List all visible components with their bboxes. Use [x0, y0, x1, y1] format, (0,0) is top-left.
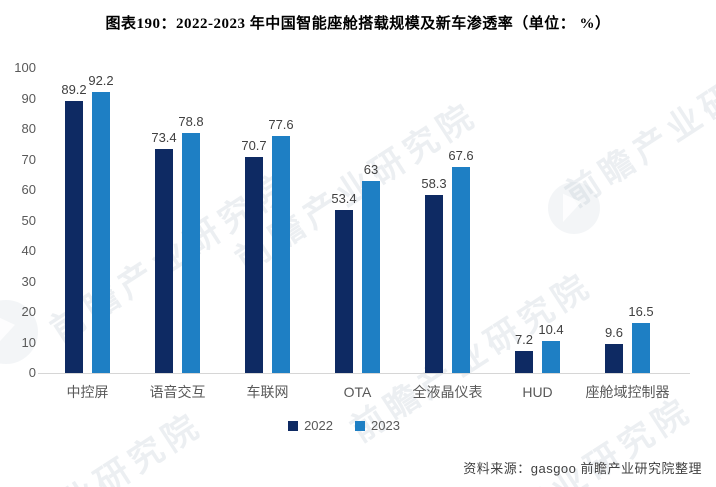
bar-2022 — [605, 343, 623, 373]
y-axis-tick-label: 30 — [21, 273, 36, 289]
y-axis-tick-label: 80 — [21, 121, 36, 136]
value-label-2022: 9.6 — [604, 324, 624, 340]
y-axis-tick-label: 90 — [21, 90, 36, 106]
bar-2023 — [92, 91, 110, 373]
bar-2022 — [65, 100, 83, 373]
value-label-2022: 58.3 — [421, 176, 447, 192]
value-label-2022: 89.2 — [61, 81, 87, 97]
value-label-2023: 77.6 — [268, 117, 294, 133]
y-axis-tick-label: 0 — [28, 365, 36, 380]
value-label-2022: 7.2 — [514, 332, 534, 348]
value-label-2023: 67.6 — [448, 147, 474, 163]
source-attribution: 资料来源：gasgoo 前瞻产业研究院整理 — [463, 461, 702, 476]
category-label: 语音交互 — [149, 384, 206, 400]
value-label-2023: 78.8 — [178, 113, 204, 129]
bar-2023 — [182, 132, 200, 373]
value-label-2022: 73.4 — [151, 130, 177, 146]
legend-item-2022: 2022 — [288, 418, 333, 433]
value-label-2022: 70.7 — [241, 138, 267, 154]
bar-2022 — [515, 351, 533, 373]
value-label-2023: 92.2 — [88, 72, 114, 88]
category-label: HUD — [522, 384, 553, 400]
bar-2023 — [272, 136, 290, 373]
legend-item-2023: 2023 — [355, 418, 400, 433]
value-label-2022: 53.4 — [331, 191, 357, 207]
watermark-text: 前瞻产业研究院 — [0, 398, 211, 487]
category-label: 全液晶仪表 — [412, 384, 483, 400]
y-axis-tick-label: 20 — [21, 304, 36, 319]
value-label-2023: 16.5 — [628, 303, 654, 319]
y-axis-tick-label: 70 — [21, 151, 36, 167]
watermark-logo-icon — [548, 182, 600, 234]
legend-swatch-2022 — [288, 420, 299, 431]
bar-2022 — [245, 157, 263, 373]
legend-swatch-2023 — [355, 420, 365, 431]
chart-legend: 2022 2023 — [0, 418, 702, 433]
y-axis-tick-label: 60 — [21, 182, 36, 197]
y-axis-tick-label: 40 — [21, 243, 36, 258]
bar-2022 — [335, 210, 353, 373]
bar-2023 — [362, 180, 380, 373]
bar-2023 — [452, 166, 470, 373]
bar-2023 — [632, 322, 650, 373]
category-label: 中控屏 — [66, 384, 109, 400]
x-axis-line — [38, 373, 690, 374]
legend-label-2023: 2023 — [371, 418, 400, 433]
category-label: 座舱域控制器 — [585, 384, 670, 400]
value-label-2023: 10.4 — [538, 322, 564, 338]
chart-title: 图表190：2022-2023 年中国智能座舱搭载规模及新车渗透率（单位： %） — [105, 16, 611, 32]
bar-2022 — [425, 195, 443, 373]
bar-2023 — [542, 341, 560, 373]
value-label-2023: 63 — [363, 161, 379, 177]
y-axis-tick-label: 100 — [14, 60, 36, 75]
category-label: 车联网 — [246, 384, 289, 400]
watermark-text: 前瞻产业研究院 — [559, 30, 716, 215]
y-axis-tick-label: 50 — [21, 212, 36, 228]
category-label: OTA — [343, 384, 372, 400]
y-axis-tick-label: 10 — [21, 334, 36, 350]
legend-label-2022: 2022 — [304, 418, 333, 433]
bar-2022 — [155, 149, 173, 373]
